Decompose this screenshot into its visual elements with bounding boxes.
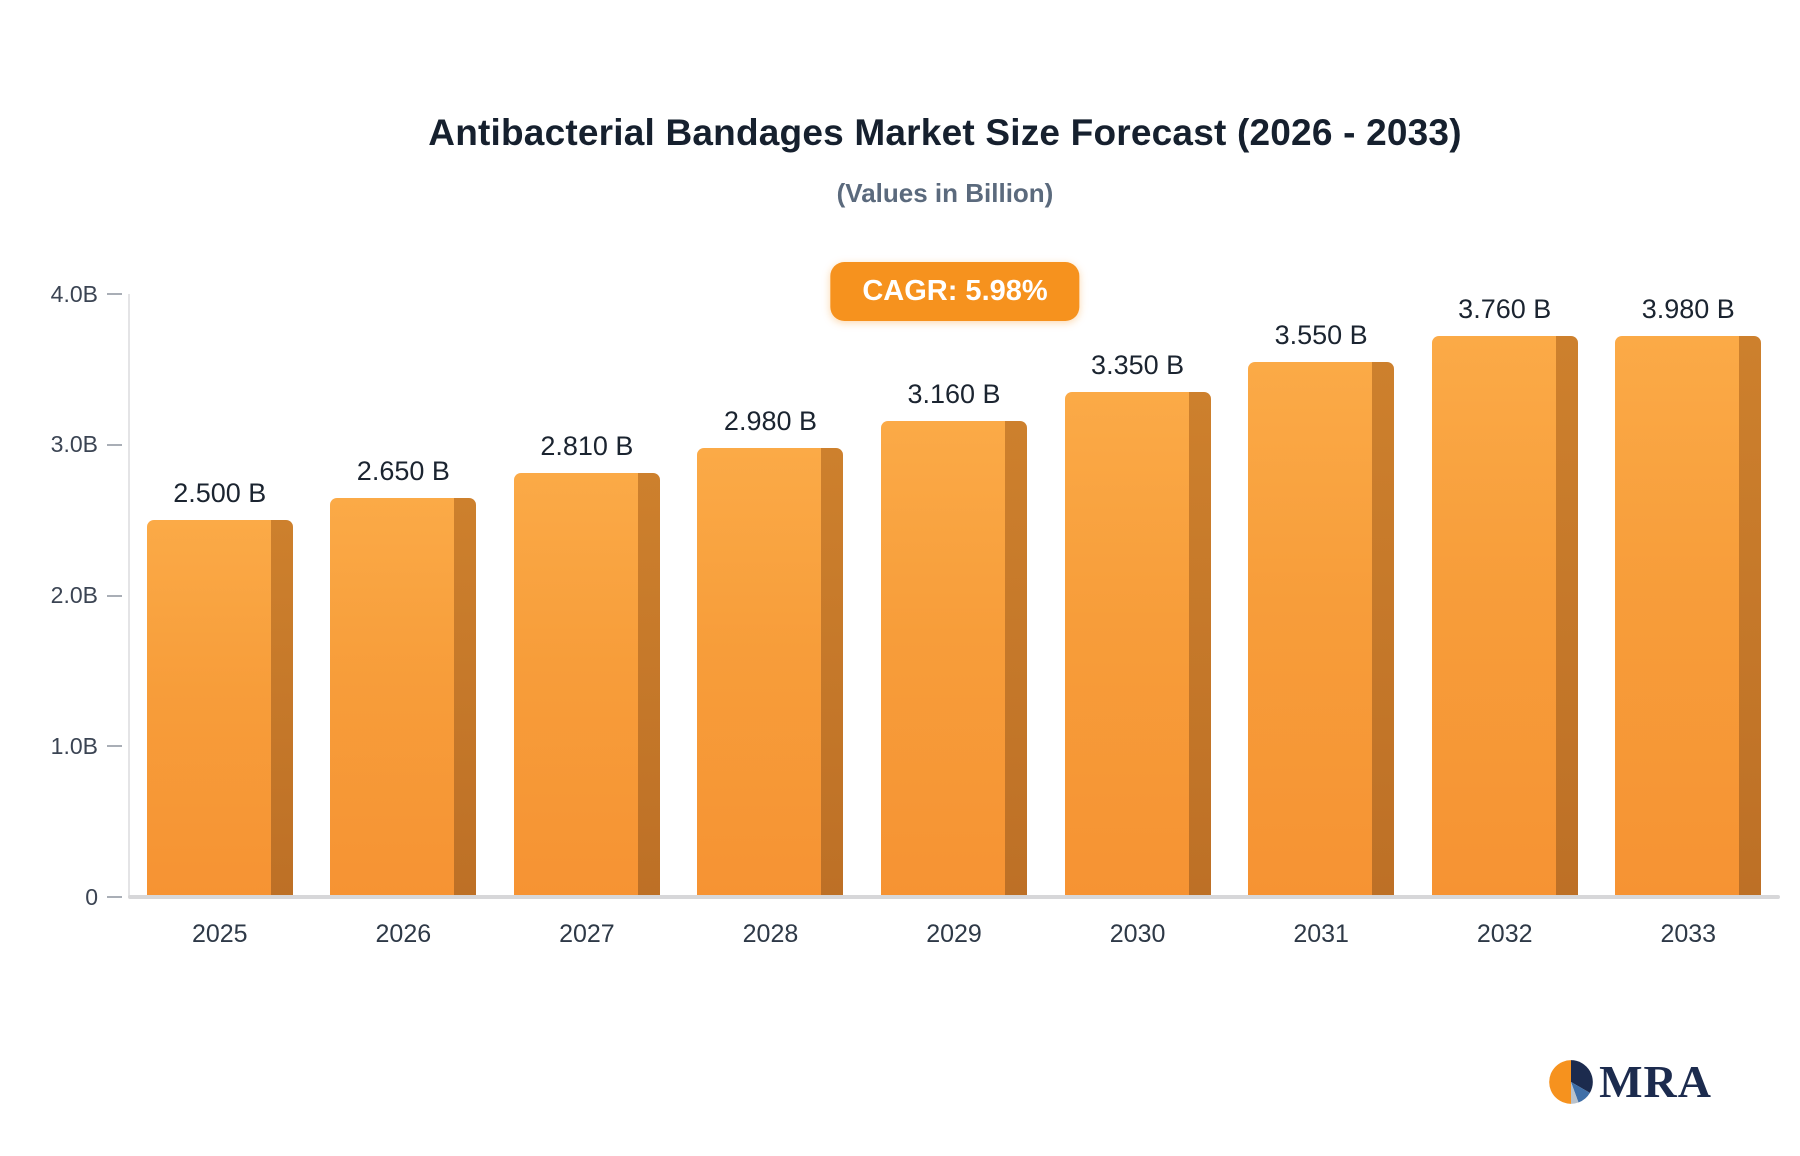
bar [697, 447, 844, 897]
bar-face [1064, 392, 1189, 897]
bar-face [881, 420, 1006, 897]
bar [1615, 336, 1762, 897]
y-tick-mark [107, 896, 122, 898]
y-axis-line [128, 294, 130, 897]
bar-group: 2.500 B 2025 [128, 294, 312, 948]
bar-side-shade [821, 447, 844, 897]
bar-face [697, 447, 822, 897]
plot-area: 2.500 B 2025 2.650 B 2026 2.810 B 2027 2.980 B… [128, 294, 1781, 948]
bar-face [1431, 336, 1556, 897]
bar-group: 3.550 B 2031 [1229, 294, 1413, 948]
x-axis-category-label: 2033 [1660, 920, 1717, 948]
bar [1248, 361, 1395, 897]
bar-value-label: 3.550 B [1274, 319, 1368, 350]
y-tick-mark [107, 443, 122, 446]
x-axis-category-label: 2025 [191, 920, 248, 948]
bar-face [513, 473, 638, 897]
y-axis: 0 1.0B 2.0B 3.0B 4.0B [0, 281, 128, 910]
y-tick-label: 2.0B [50, 582, 98, 608]
bar-side-shade [454, 497, 477, 897]
chart-title: Antibacterial Bandages Market Size Forec… [428, 112, 1462, 153]
bar-group: 3.980 B 2033 [1597, 294, 1781, 948]
bar-face [146, 520, 271, 897]
bar [1431, 336, 1578, 897]
bar-group: 2.980 B 2028 [679, 294, 863, 948]
bar-side-shade [1372, 361, 1395, 897]
bar [1064, 392, 1211, 897]
bar-value-label: 2.500 B [173, 478, 267, 509]
bar [330, 497, 477, 897]
bar-value-label: 3.160 B [907, 378, 1001, 409]
bar-value-label: 2.650 B [356, 455, 450, 486]
x-axis-category-label: 2031 [1293, 920, 1349, 948]
bar-side-shade [1739, 336, 1762, 897]
brand-pie-icon [1547, 1058, 1595, 1106]
bar-group: 2.650 B 2026 [312, 294, 496, 948]
x-axis-category-label: 2029 [926, 920, 982, 948]
brand-text: MRA [1599, 1056, 1712, 1107]
bar-value-label: 2.810 B [540, 431, 634, 462]
y-tick-label: 4.0B [50, 280, 98, 307]
bar-side-shade [637, 473, 660, 897]
x-axis-category-label: 2030 [1109, 920, 1166, 948]
bar-value-label: 3.350 B [1091, 350, 1185, 380]
bar [513, 473, 660, 897]
bar-side-shade [1005, 420, 1028, 897]
x-axis-category-label: 2026 [375, 920, 432, 948]
x-axis-category-label: 2032 [1476, 920, 1533, 948]
bar [146, 520, 293, 897]
bar-series: 2.500 B 2025 2.650 B 2026 2.810 B 2027 2.980 B… [128, 294, 1781, 948]
bar-face [330, 497, 455, 897]
y-tick-label: 1.0B [50, 732, 98, 759]
x-axis-category-label: 2028 [742, 920, 799, 948]
y-tick-label: 0 [85, 883, 98, 910]
chart-subtitle: (Values in Billion) [836, 178, 1054, 208]
chart-header: Antibacterial Bandages Market Size Forec… [110, 0, 1780, 209]
bar-face [1615, 336, 1740, 897]
bar-side-shade [1188, 392, 1211, 897]
bar-side-shade [270, 520, 293, 897]
bar-group: 2.810 B 2027 [495, 294, 679, 948]
y-tick-mark [107, 745, 122, 748]
bar-group: 3.350 B 2030 [1046, 294, 1230, 948]
bar-face [1248, 361, 1373, 897]
bar-side-shade [1555, 336, 1578, 897]
bar-group: 3.160 B 2029 [862, 294, 1046, 948]
x-axis-category-label: 2027 [559, 920, 615, 948]
x-axis-line [128, 895, 1780, 899]
y-tick-mark [107, 594, 122, 597]
bar-group: 3.760 B 2032 [1413, 294, 1597, 948]
y-tick-label: 3.0B [50, 431, 98, 458]
bar [881, 420, 1028, 897]
bar-value-label: 2.980 B [723, 405, 817, 436]
bar-value-label: 3.760 B [1458, 294, 1552, 324]
cagr-badge: CAGR: 5.98% [830, 262, 1080, 321]
y-tick-mark [107, 293, 122, 295]
brand-logo: MRA [1547, 1055, 1712, 1108]
bar-value-label: 3.980 B [1641, 294, 1735, 324]
